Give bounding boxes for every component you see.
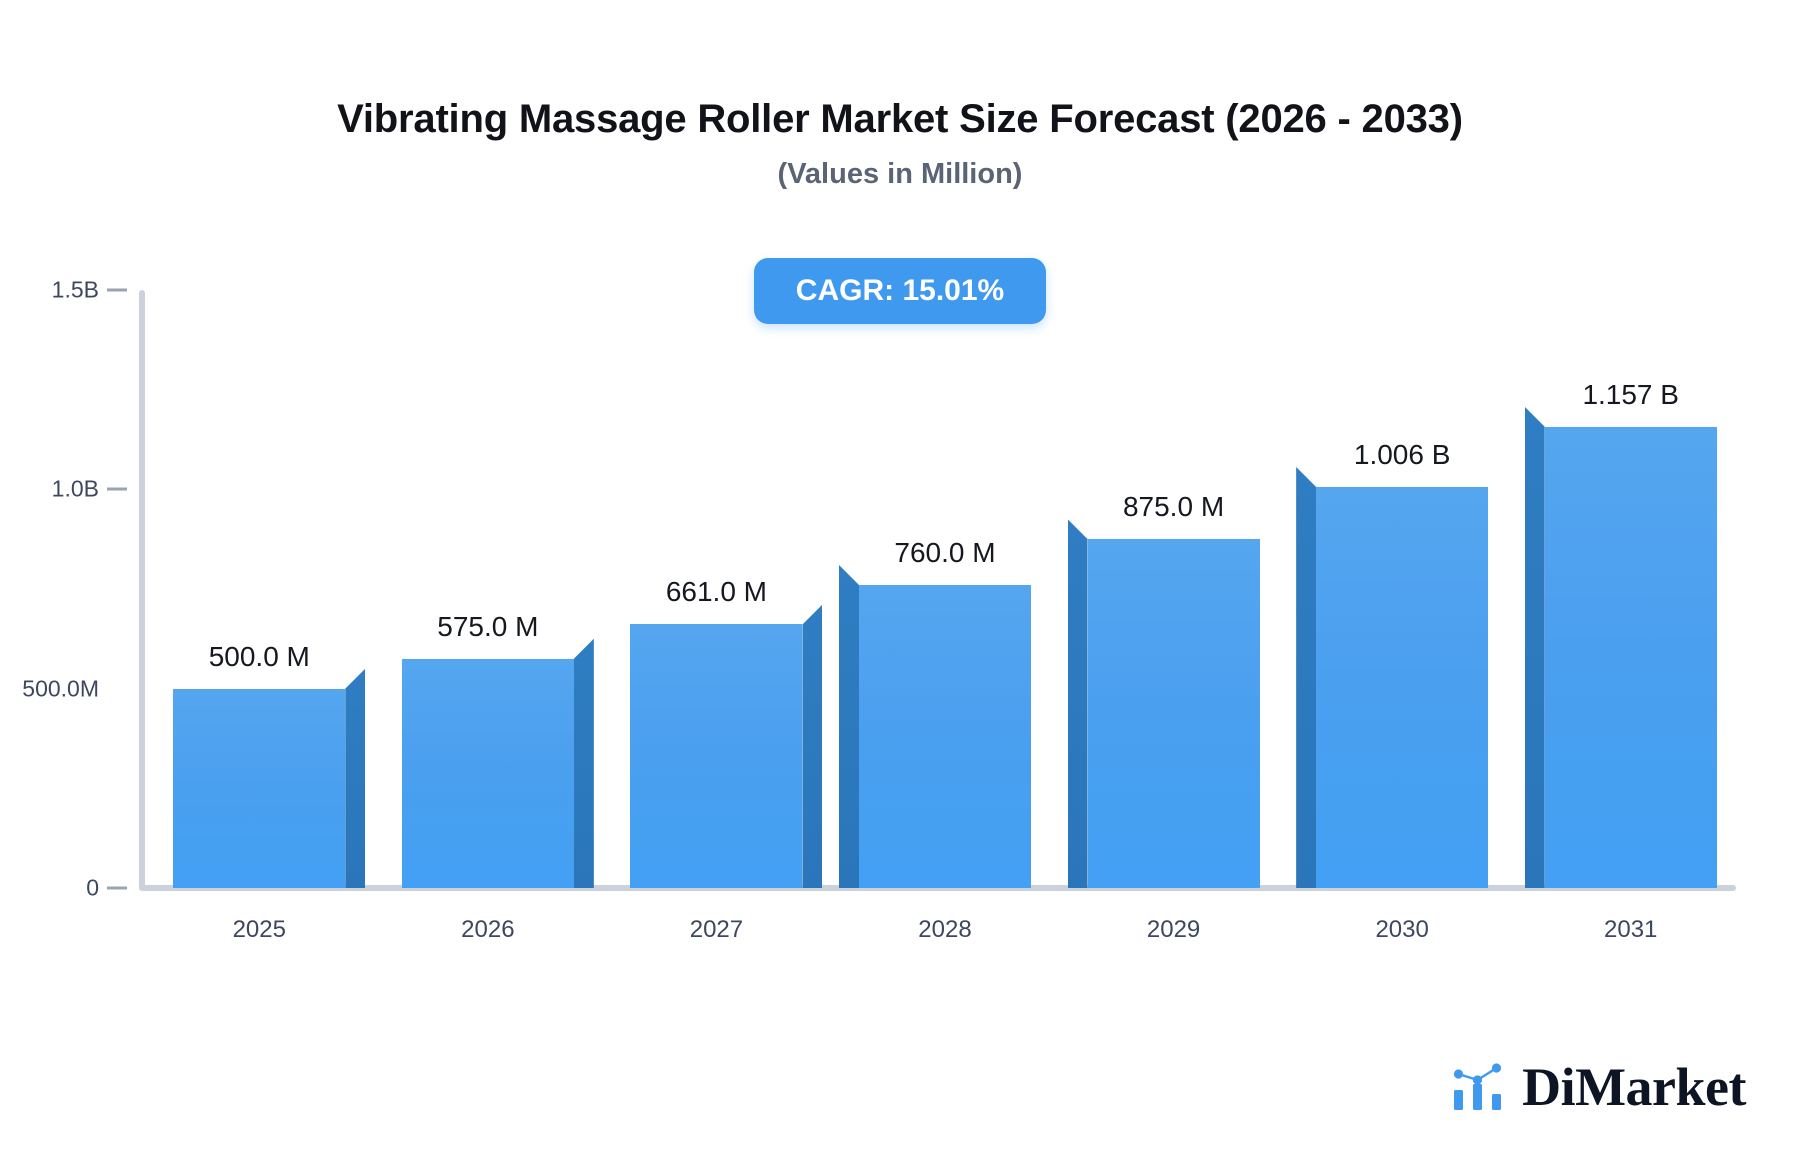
bar-2029[interactable] — [1087, 539, 1260, 888]
y-axis-tick-mark — [107, 487, 127, 491]
x-axis-tick-2025: 2025 — [232, 916, 286, 943]
bar-2026[interactable] — [401, 658, 574, 888]
y-axis-tick-label: 1.0B — [51, 475, 99, 502]
bar-3d-side-face — [1067, 519, 1088, 888]
bar-2030[interactable] — [1316, 486, 1489, 888]
bar-3d-side-face — [573, 638, 594, 888]
bar-value-label: 1.157 B — [1582, 378, 1679, 410]
bar-chart-logo-icon — [1453, 1063, 1502, 1110]
y-axis-tick-label: 1.5B — [51, 276, 99, 303]
y-axis-tick-mark — [107, 288, 127, 292]
x-axis-tick-2030: 2030 — [1375, 916, 1429, 943]
bar-2027[interactable] — [630, 624, 803, 888]
x-axis-tick-2026: 2026 — [461, 916, 515, 943]
bar-3d-side-face — [839, 565, 859, 888]
cagr-badge: CAGR: 15.01% — [753, 258, 1047, 324]
title-block: Vibrating Massage Roller Market Size For… — [0, 96, 1800, 191]
x-axis-line — [139, 885, 1736, 891]
x-axis-tick-2031: 2031 — [1604, 916, 1658, 943]
bar-3d-side-face — [802, 604, 823, 888]
bar-2025[interactable] — [173, 688, 346, 888]
bar-value-label: 575.0 M — [437, 610, 539, 642]
y-axis-tick-mark — [107, 886, 127, 890]
chart-subtitle: (Values in Million) — [777, 158, 1023, 190]
logo-wordmark: DiMarket — [1522, 1057, 1746, 1117]
bar-2028[interactable] — [859, 585, 1031, 888]
bar-3d-side-face — [345, 668, 366, 888]
bar-value-label: 1.006 B — [1353, 438, 1451, 470]
bar-value-label: 661.0 M — [665, 576, 767, 608]
bar-value-label: 760.0 M — [894, 537, 996, 568]
x-axis-tick-2028: 2028 — [918, 916, 972, 943]
y-axis-line — [139, 290, 145, 890]
x-axis-labels: 2025 2026 2027 2028 2029 2030 2031 — [145, 916, 1745, 956]
x-axis-tick-2029: 2029 — [1146, 916, 1201, 943]
bar-value-label: 875.0 M — [1122, 491, 1225, 523]
dimarket-logo: DiMarket — [1452, 1060, 1746, 1114]
y-axis: 1.5B 1.0B 500.0M 0 — [0, 0, 145, 1156]
x-axis-tick-2027: 2027 — [689, 916, 744, 943]
bar-3d-side-face — [1524, 406, 1545, 888]
bars-container: 500.0 M 575.0 M 661.0 M 760.0 M 875.0 M 1.006… — [145, 0, 1745, 1156]
y-axis-tick-label: 0 — [86, 874, 99, 901]
bar-2031[interactable] — [1544, 426, 1717, 888]
chart-title: Vibrating Massage Roller Market Size For… — [337, 97, 1463, 141]
cagr-badge-wrapper: CAGR: 15.01% — [0, 258, 1800, 324]
bar-3d-side-face — [1296, 466, 1317, 888]
y-axis-tick-label: 500.0M — [22, 675, 99, 702]
bar-value-label: 500.0 M — [208, 640, 310, 672]
